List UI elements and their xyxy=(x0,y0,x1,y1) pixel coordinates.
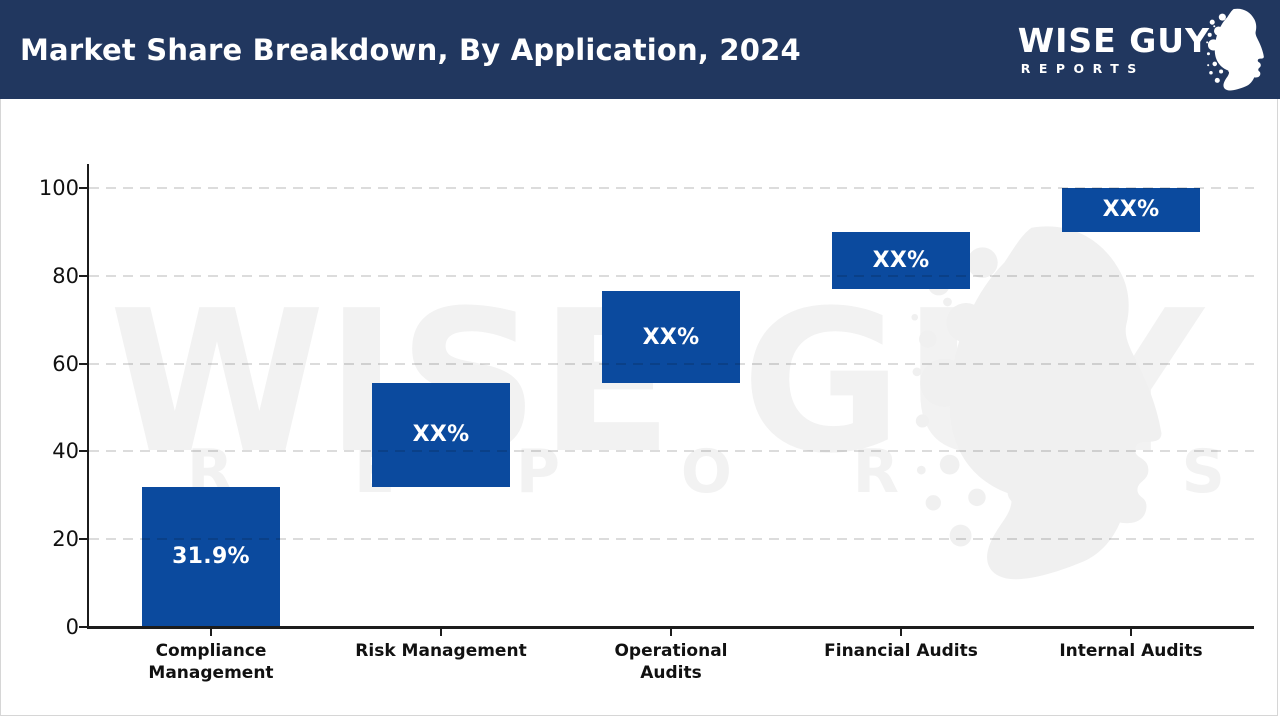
x-axis xyxy=(87,626,1254,629)
y-tick xyxy=(79,274,87,277)
y-tick-label: 100 xyxy=(38,176,79,200)
y-tick xyxy=(79,450,87,453)
gridline xyxy=(89,538,1254,541)
y-tick-label: 80 xyxy=(52,263,79,288)
x-tick xyxy=(210,629,212,636)
gridline xyxy=(89,274,1254,277)
header: Market Share Breakdown, By Application, … xyxy=(0,0,1280,99)
bar-value-label: 31.9% xyxy=(172,544,250,570)
y-tick xyxy=(79,187,87,189)
y-tick-label: 0 xyxy=(65,615,79,639)
x-category-label: Financial Audits xyxy=(824,641,978,661)
x-tick xyxy=(1130,629,1132,636)
y-tick-label: 40 xyxy=(52,439,79,464)
bar-value-label: XX% xyxy=(1102,197,1160,223)
x-category-label: Operational Audits xyxy=(614,641,728,683)
y-axis xyxy=(87,164,89,629)
y-tick xyxy=(79,538,87,541)
x-tick xyxy=(670,629,672,636)
chart-card: WISE GUY R E P O R T S 02040608010031.9%… xyxy=(0,99,1278,716)
gridline xyxy=(89,362,1254,365)
gridline xyxy=(89,450,1254,453)
brand-name: WISE GUY xyxy=(1017,20,1210,60)
bar-value-label: XX% xyxy=(412,422,470,448)
y-tick-label: 60 xyxy=(52,351,79,376)
bar-value-label: XX% xyxy=(642,324,700,350)
bar: 31.9% xyxy=(142,486,280,627)
bar: XX% xyxy=(372,383,510,487)
bar: XX% xyxy=(832,231,970,289)
page-title: Market Share Breakdown, By Application, … xyxy=(20,32,801,67)
x-tick xyxy=(900,629,902,636)
y-tick xyxy=(79,626,87,628)
brand-tagline: REPORTS xyxy=(1020,60,1145,76)
y-tick xyxy=(79,362,87,365)
x-category-label: Compliance Management xyxy=(148,641,274,683)
x-tick xyxy=(440,629,442,636)
brand-face-icon xyxy=(1205,8,1264,90)
brand-logo: WISE GUY REPORTS xyxy=(1018,0,1266,99)
y-tick-label: 20 xyxy=(52,527,79,552)
x-category-label: Internal Audits xyxy=(1059,641,1203,661)
x-category-label: Risk Management xyxy=(355,641,527,661)
bar: XX% xyxy=(602,291,740,384)
bar-value-label: XX% xyxy=(872,247,930,273)
bar: XX% xyxy=(1062,188,1200,232)
gridline xyxy=(89,187,1254,189)
brand-wordmark: WISE GUY REPORTS xyxy=(1017,20,1210,76)
